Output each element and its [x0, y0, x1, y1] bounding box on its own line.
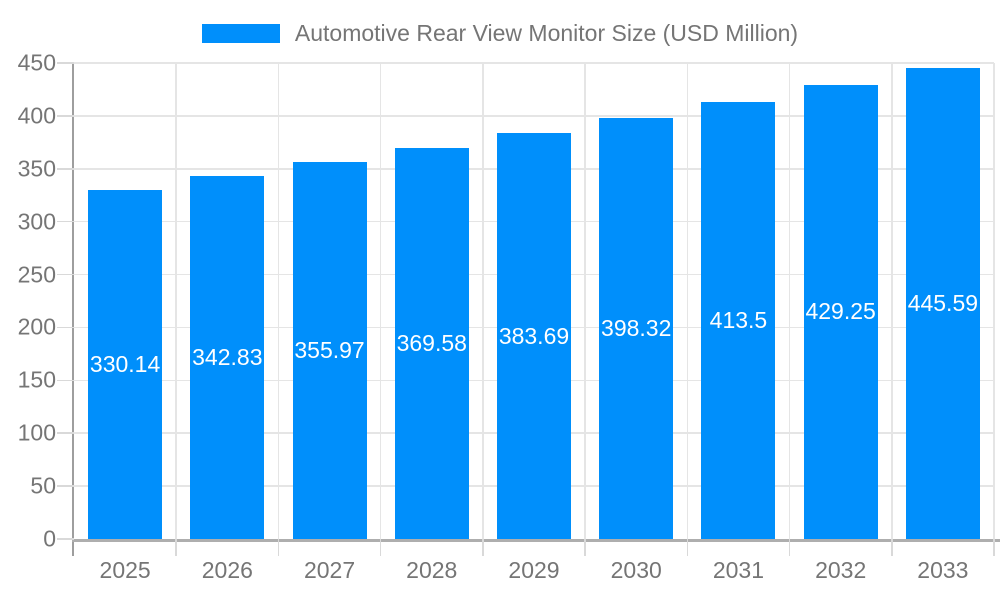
y-axis-tick-label: 200 — [17, 313, 56, 340]
vertical-gridline — [175, 63, 177, 539]
x-axis-category-label: 2031 — [712, 557, 765, 583]
y-axis-tick-label: 350 — [17, 155, 56, 182]
bar-2031: 413.5 — [701, 101, 776, 539]
bar-value-label: 383.69 — [498, 322, 570, 349]
bar-2033: 445.59 — [905, 67, 980, 539]
y-axis-tick-label: 300 — [17, 208, 56, 235]
y-axis-tick — [57, 220, 74, 223]
x-axis-tick — [175, 539, 177, 556]
y-axis-tick — [57, 485, 74, 487]
bar-2028: 369.58 — [394, 148, 469, 539]
bar-value-label: 330.14 — [89, 350, 161, 377]
x-axis-category-label: 2032 — [815, 557, 867, 583]
bar-value-label: 413.5 — [709, 306, 768, 333]
vertical-gridline — [788, 63, 791, 539]
horizontal-gridline — [74, 62, 994, 64]
y-axis-tick-label: 400 — [17, 102, 56, 129]
x-axis-category-label: 2029 — [508, 557, 560, 583]
y-axis-tick — [57, 273, 74, 276]
y-axis-tick-label: 100 — [17, 419, 56, 446]
x-axis-category-label: 2033 — [917, 557, 969, 583]
y-axis-tick-label: 450 — [17, 49, 56, 76]
x-axis-line — [72, 539, 1000, 542]
bar-value-label: 369.58 — [396, 330, 467, 357]
x-axis-tick — [993, 539, 995, 556]
bar-2032: 429.25 — [803, 84, 878, 539]
x-axis-category-label: 2026 — [201, 557, 253, 583]
plot-area: 0 50 100 150 200 250 300 350 400 450 330.14 342.83 3… — [18, 50, 1000, 583]
bar-value-label: 429.25 — [805, 298, 876, 325]
y-axis-line — [72, 63, 74, 556]
bar-value-label: 342.83 — [192, 344, 263, 371]
y-axis-tick — [57, 432, 74, 434]
legend-swatch-icon — [201, 24, 280, 43]
bar-value-label: 398.32 — [601, 314, 672, 341]
x-axis-category-label: 2027 — [303, 557, 356, 583]
x-axis-tick — [277, 539, 280, 556]
y-axis-tick-label: 50 — [30, 472, 56, 499]
y-axis-tick — [57, 62, 74, 64]
x-axis-tick — [686, 539, 689, 556]
vertical-gridline — [891, 63, 893, 539]
y-axis-tick-label: 250 — [17, 261, 56, 288]
bar-value-label: 355.97 — [294, 337, 365, 364]
vertical-gridline — [277, 63, 280, 539]
y-axis-tick-label: 0 — [43, 525, 56, 552]
bar-2027: 355.97 — [292, 162, 367, 539]
vertical-gridline — [379, 63, 382, 539]
bar-value-label: 445.59 — [907, 289, 979, 316]
legend-label: Automotive Rear View Monitor Size (USD M… — [294, 20, 799, 46]
x-axis-tick — [379, 539, 382, 556]
x-axis-category-label: 2030 — [610, 557, 662, 583]
bar-2030: 398.32 — [599, 117, 674, 539]
x-axis-tick — [891, 539, 893, 556]
bar-2026: 342.83 — [190, 176, 265, 539]
y-axis-tick — [57, 538, 74, 540]
x-axis-category-label: 2025 — [99, 557, 151, 583]
horizontal-gridline — [74, 115, 994, 117]
y-axis-tick — [57, 115, 74, 117]
bar-2025: 330.14 — [88, 189, 163, 539]
bar-2029: 383.69 — [497, 133, 571, 539]
y-axis-tick-label: 150 — [17, 366, 56, 393]
x-axis-tick — [482, 539, 484, 556]
vertical-gridline — [482, 63, 484, 539]
x-axis-tick — [788, 539, 791, 556]
y-axis-tick — [57, 168, 74, 170]
x-axis-category-label: 2028 — [406, 557, 458, 583]
vertical-gridline — [993, 63, 995, 539]
x-axis-tick — [584, 539, 586, 556]
vertical-gridline — [584, 63, 586, 539]
y-axis-tick — [57, 326, 74, 329]
y-axis-tick — [57, 379, 74, 382]
legend-item[interactable]: Automotive Rear View Monitor Size (USD M… — [0, 20, 1000, 47]
vertical-gridline — [686, 63, 689, 539]
